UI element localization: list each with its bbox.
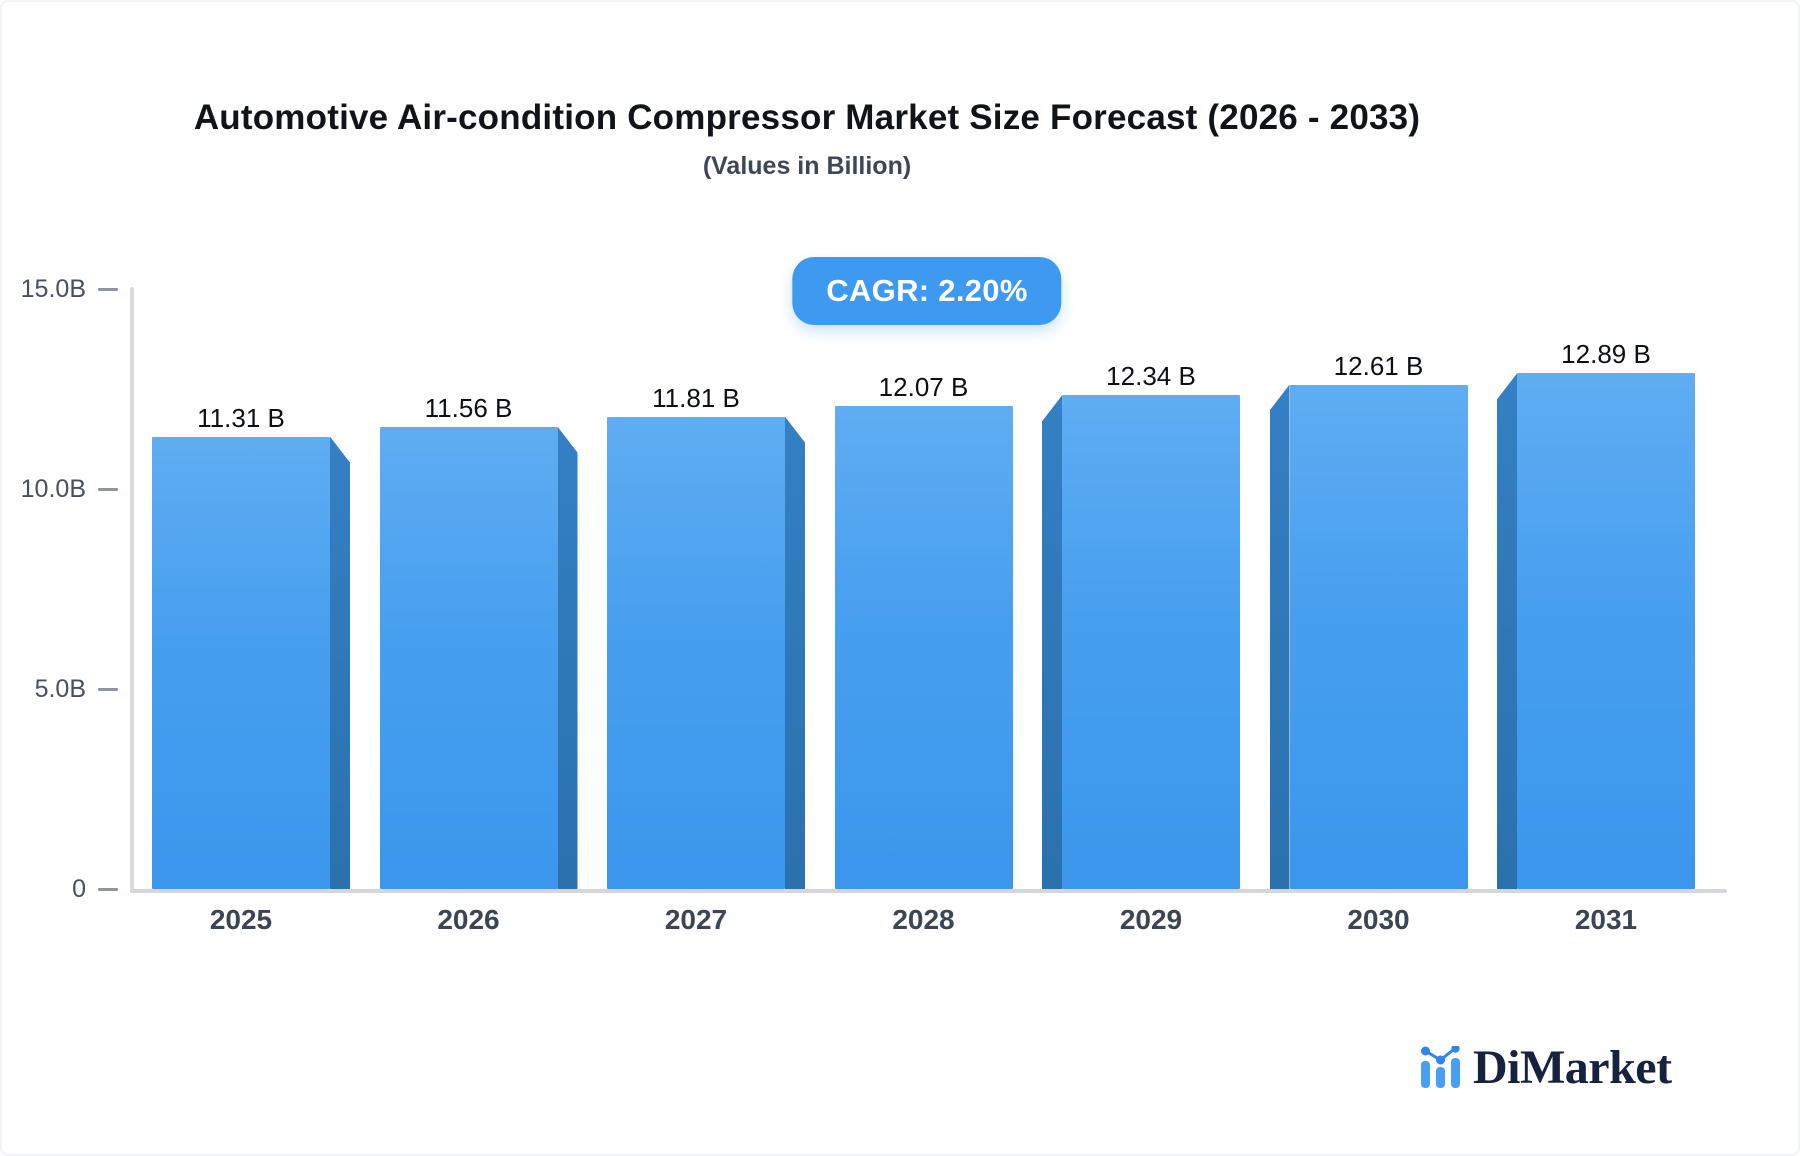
bar-2029-side-shade bbox=[1042, 395, 1062, 889]
chart-subtitle: (Values in Billion) bbox=[702, 152, 912, 180]
bar-2027[interactable] bbox=[607, 416, 785, 889]
bar-value-label-2029: 12.34 B bbox=[1106, 361, 1196, 392]
x-axis-label-2029: 2029 bbox=[1119, 904, 1183, 935]
brand-logo-text: DiMarket bbox=[1473, 1041, 1672, 1094]
y-tick-mark bbox=[98, 888, 118, 891]
bar-value-label-2026: 11.56 B bbox=[424, 392, 513, 423]
x-axis-label-2028: 2028 bbox=[892, 904, 955, 935]
x-axis-label-2030: 2030 bbox=[1347, 904, 1410, 935]
bar-value-label-2027: 11.81 B bbox=[652, 382, 740, 413]
y-tick-mark bbox=[98, 688, 118, 691]
bar-value-label-2028: 12.07 B bbox=[878, 372, 969, 403]
x-axis-label-2031: 2031 bbox=[1574, 904, 1638, 935]
x-axis-label-2026: 2026 bbox=[437, 904, 500, 935]
brand-logo: DiMarket bbox=[1419, 1040, 1672, 1095]
y-tick-label-15.0B: 15.0B bbox=[20, 275, 86, 303]
bar-2030-side-shade bbox=[1269, 384, 1290, 889]
bar-2030[interactable] bbox=[1289, 384, 1468, 889]
y-tick-label-5.0B: 5.0B bbox=[34, 675, 86, 703]
bar-2028[interactable] bbox=[834, 406, 1013, 889]
cagr-badge: CAGR: 2.20% bbox=[792, 257, 1062, 325]
y-tick-label-0: 0 bbox=[72, 875, 86, 903]
x-axis-label-2027: 2027 bbox=[664, 904, 728, 935]
bar-2031-side-shade bbox=[1497, 373, 1517, 889]
y-tick-mark bbox=[98, 488, 118, 491]
bar-2025-side-shade bbox=[330, 436, 350, 889]
brand-logo-icon bbox=[1421, 1045, 1460, 1088]
cagr-badge-label: CAGR: 2.20% bbox=[826, 273, 1028, 308]
bar-value-label-2025: 11.31 B bbox=[197, 402, 285, 433]
bar-2031[interactable] bbox=[1517, 373, 1695, 889]
y-tick-label-10.0B: 10.0B bbox=[20, 475, 86, 503]
bar-2027-side-shade bbox=[785, 416, 805, 889]
bar-2026-side-shade bbox=[557, 426, 578, 889]
bar-value-label-2031: 12.89 B bbox=[1561, 339, 1651, 370]
y-axis-line bbox=[130, 287, 134, 890]
bar-2026[interactable] bbox=[379, 426, 558, 889]
x-axis-line bbox=[130, 889, 1727, 893]
y-tick-mark bbox=[98, 288, 118, 291]
bar-2029[interactable] bbox=[1062, 395, 1240, 889]
chart-title: Automotive Air-condition Compressor Mark… bbox=[193, 98, 1421, 137]
bar-2025[interactable] bbox=[152, 436, 330, 889]
x-axis-label-2025: 2025 bbox=[209, 904, 273, 935]
bar-value-label-2030: 12.61 B bbox=[1333, 350, 1424, 381]
